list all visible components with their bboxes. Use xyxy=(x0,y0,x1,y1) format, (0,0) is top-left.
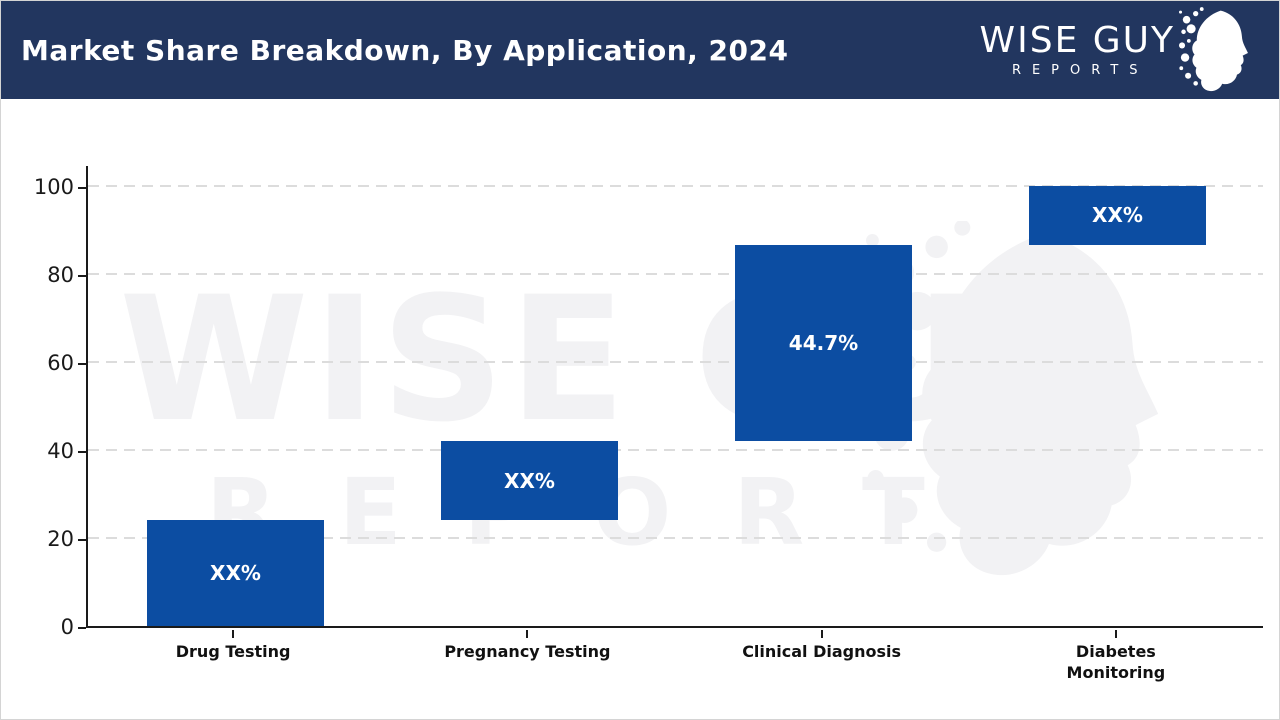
x-tick-mark xyxy=(526,630,529,638)
x-tick-label: Diabetes Monitoring xyxy=(1066,642,1166,682)
y-tick-mark xyxy=(78,363,86,365)
bar-pregnancy-testing: XX% xyxy=(441,441,618,521)
y-tick-label: 100 xyxy=(33,175,74,199)
y-tick-mark xyxy=(78,627,86,629)
x-tick-label: Drug Testing xyxy=(175,642,291,661)
y-tick-mark xyxy=(78,187,86,189)
x-tick-mark xyxy=(232,630,235,638)
x-tick-mark xyxy=(820,630,823,638)
bar-value-label: 44.7% xyxy=(788,330,859,355)
gridline-40 xyxy=(88,449,1263,451)
bar-value-label: XX% xyxy=(210,561,261,586)
y-tick-label: 60 xyxy=(47,351,74,375)
bar-value-label: XX% xyxy=(1092,203,1143,228)
x-tick-label: Pregnancy Testing xyxy=(444,642,611,661)
gridline-60 xyxy=(88,361,1263,363)
x-tick-label: Clinical Diagnosis xyxy=(742,642,902,661)
bar-value-label: XX% xyxy=(504,468,555,493)
chart-area: WISE GU REPORTS XX% XX% 44.7% XX% 0 20 40 60 80… xyxy=(1,99,1279,719)
y-tick-mark xyxy=(78,539,86,541)
y-tick-label: 40 xyxy=(47,439,74,463)
wise-guy-head-icon xyxy=(1179,7,1248,92)
header: Market Share Breakdown, By Application, … xyxy=(1,1,1279,99)
gridline-80 xyxy=(88,273,1263,275)
y-tick-label: 0 xyxy=(60,615,74,639)
x-tick-mark xyxy=(1114,630,1117,638)
y-tick-label: 80 xyxy=(47,263,74,287)
plot-area: XX% XX% 44.7% XX% xyxy=(86,166,1263,628)
logo-wordmark: WISE GUY xyxy=(979,19,1175,61)
bar-drug-testing: XX% xyxy=(147,520,324,626)
gridline-20 xyxy=(88,537,1263,539)
bar-clinical-diagnosis: 44.7% xyxy=(735,244,912,442)
gridline-100 xyxy=(88,185,1263,187)
logo-subtitle: REPORTS xyxy=(1011,62,1149,78)
logo-text: WISE GUY REPORTS xyxy=(979,19,1176,78)
y-tick-mark xyxy=(78,451,86,453)
y-tick-mark xyxy=(78,275,86,277)
bar-diabetes-monitoring: XX% xyxy=(1029,186,1206,245)
y-tick-label: 20 xyxy=(47,527,74,551)
wise-guy-logo: WISE GUY REPORTS xyxy=(980,7,1252,93)
page-title: Market Share Breakdown, By Application, … xyxy=(21,33,789,67)
